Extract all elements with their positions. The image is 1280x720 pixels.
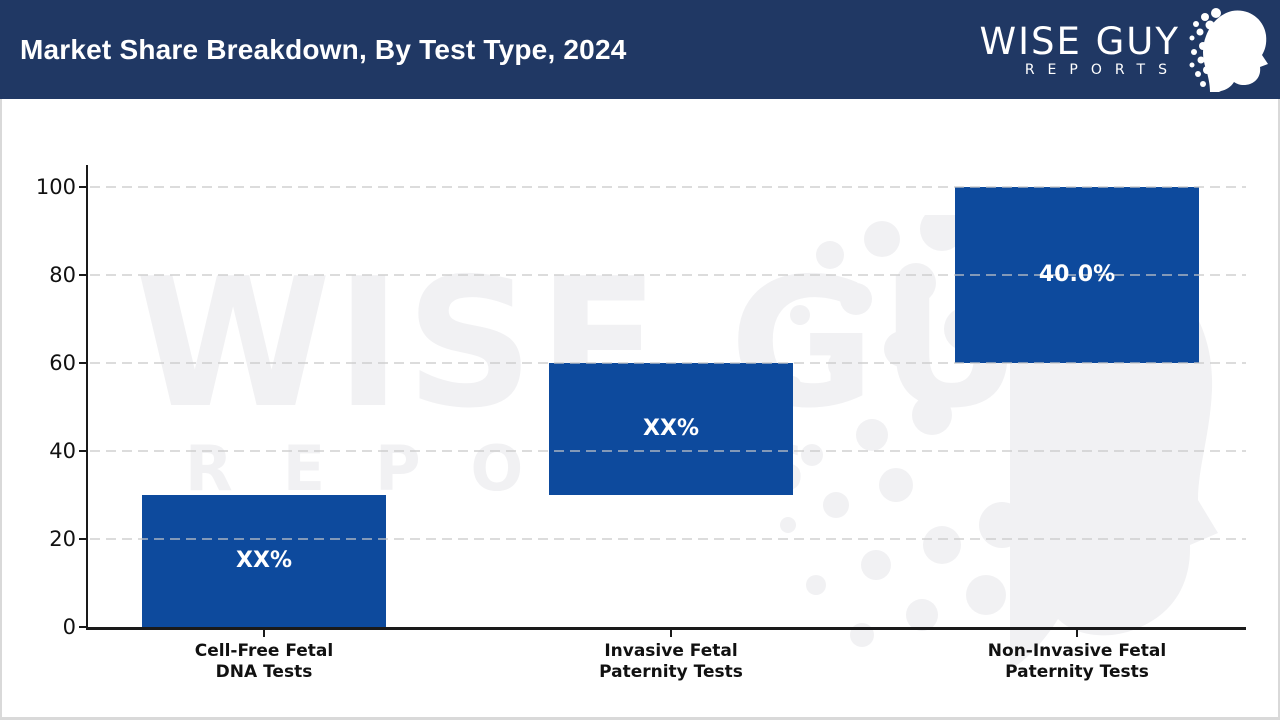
x-category-label-line: Paternity Tests	[1005, 662, 1149, 682]
logo-wordmark: WISE GUY REPORTS	[980, 23, 1180, 77]
x-category-label: Invasive Fetal Paternity Tests	[511, 641, 831, 683]
x-category-label: Cell-Free Fetal DNA Tests	[104, 641, 424, 683]
y-tick-label: 0	[62, 615, 76, 639]
x-tick-mark	[670, 630, 672, 637]
x-axis-line	[86, 627, 1246, 630]
brand-logo: WISE GUY REPORTS	[980, 7, 1270, 92]
y-tick-mark	[79, 186, 86, 188]
x-category-label-line: Non-Invasive Fetal	[987, 641, 1167, 661]
y-tick-label: 60	[49, 351, 76, 375]
logo-face-icon	[1189, 7, 1268, 92]
page-title: Market Share Breakdown, By Test Type, 20…	[20, 33, 627, 65]
x-tick-mark	[263, 630, 265, 637]
y-tick-mark	[79, 450, 86, 452]
gridline	[90, 186, 1246, 188]
logo-wordmark-line1: WISE GUY	[979, 19, 1180, 63]
y-tick-label: 100	[35, 175, 76, 199]
y-tick-label: 20	[49, 527, 76, 551]
gridline	[90, 450, 1246, 452]
x-category-label: Non-Invasive Fetal Paternity Tests	[917, 641, 1237, 683]
y-tick-label: 40	[49, 439, 76, 463]
gridline	[90, 274, 1246, 276]
x-category-label-line: Paternity Tests	[599, 662, 743, 682]
y-axis-line	[86, 165, 88, 630]
gridline	[90, 538, 1246, 540]
bar-value-label: XX%	[643, 416, 699, 441]
y-tick-label: 80	[49, 263, 76, 287]
x-tick-mark	[1076, 630, 1078, 637]
y-tick-mark	[79, 274, 86, 276]
bar-value-label: XX%	[236, 548, 292, 573]
header-bar: Market Share Breakdown, By Test Type, 20…	[0, 0, 1280, 99]
y-tick-mark	[79, 538, 86, 540]
bar-segment	[142, 495, 386, 627]
y-tick-mark	[79, 626, 86, 628]
gridline	[90, 362, 1246, 364]
logo-wordmark-line2: REPORTS	[1024, 61, 1180, 78]
y-tick-mark	[79, 362, 86, 364]
x-category-label-line: Invasive Fetal	[604, 641, 738, 661]
bar-segment	[549, 363, 793, 495]
bar-value-label: 40.0%	[1038, 262, 1116, 287]
x-category-label-line: Cell-Free Fetal	[194, 641, 334, 661]
x-category-label-line: DNA Tests	[215, 662, 313, 682]
